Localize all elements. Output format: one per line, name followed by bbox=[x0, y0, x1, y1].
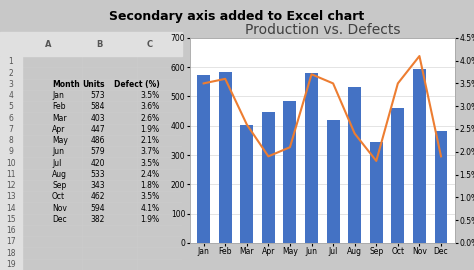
Text: 10: 10 bbox=[6, 158, 16, 168]
Text: Feb: Feb bbox=[52, 102, 65, 111]
Bar bbox=[197, 75, 210, 243]
Text: 3.5%: 3.5% bbox=[140, 192, 160, 201]
Text: 579: 579 bbox=[91, 147, 105, 156]
Text: 3.6%: 3.6% bbox=[140, 102, 160, 111]
Bar bbox=[370, 143, 383, 243]
Text: 9: 9 bbox=[9, 147, 13, 156]
Bar bbox=[240, 125, 253, 243]
Text: 2.4%: 2.4% bbox=[141, 170, 160, 179]
Text: 1: 1 bbox=[9, 57, 13, 66]
Bar bbox=[413, 69, 426, 243]
Text: 7: 7 bbox=[9, 125, 13, 134]
Text: 3: 3 bbox=[9, 80, 13, 89]
Bar bbox=[283, 100, 296, 243]
Defect (%) bbox=[287, 146, 293, 149]
Text: 19: 19 bbox=[6, 260, 16, 269]
Text: A: A bbox=[45, 40, 52, 49]
Text: 8: 8 bbox=[9, 136, 13, 145]
Defect (%) bbox=[417, 55, 422, 58]
Text: 533: 533 bbox=[91, 170, 105, 179]
Text: 13: 13 bbox=[6, 192, 16, 201]
Bar bbox=[262, 112, 275, 243]
Text: B: B bbox=[96, 40, 103, 49]
Text: Jul: Jul bbox=[52, 158, 62, 168]
Text: 462: 462 bbox=[91, 192, 105, 201]
Text: 2: 2 bbox=[9, 69, 13, 77]
Text: 4: 4 bbox=[9, 91, 13, 100]
Text: Mar: Mar bbox=[52, 114, 67, 123]
Text: Secondary axis added to Excel chart: Secondary axis added to Excel chart bbox=[109, 10, 365, 23]
Text: 5: 5 bbox=[9, 102, 13, 111]
Defect (%) bbox=[244, 123, 250, 126]
Text: 3.5%: 3.5% bbox=[140, 91, 160, 100]
Bar bbox=[219, 72, 232, 243]
Bar bbox=[0, 32, 182, 56]
Text: Aug: Aug bbox=[52, 170, 67, 179]
Text: 2.6%: 2.6% bbox=[141, 114, 160, 123]
Text: 14: 14 bbox=[6, 204, 16, 212]
Bar bbox=[348, 87, 361, 243]
Text: Apr: Apr bbox=[52, 125, 65, 134]
Defect (%) bbox=[352, 132, 357, 135]
Defect (%) bbox=[438, 155, 444, 158]
Text: 3.5%: 3.5% bbox=[140, 158, 160, 168]
Text: Nov: Nov bbox=[52, 204, 67, 212]
Text: 594: 594 bbox=[91, 204, 105, 212]
Text: 584: 584 bbox=[91, 102, 105, 111]
Text: 17: 17 bbox=[6, 237, 16, 246]
Text: C: C bbox=[146, 40, 153, 49]
Text: 16: 16 bbox=[6, 226, 16, 235]
Bar bbox=[435, 131, 447, 243]
Defect (%) bbox=[309, 73, 314, 76]
Text: 6: 6 bbox=[9, 114, 13, 123]
Text: Units: Units bbox=[82, 80, 105, 89]
Text: Month: Month bbox=[52, 80, 80, 89]
Text: 420: 420 bbox=[91, 158, 105, 168]
Bar bbox=[392, 107, 404, 243]
Text: 1.9%: 1.9% bbox=[141, 125, 160, 134]
Bar bbox=[305, 73, 318, 243]
Defect (%) bbox=[395, 82, 401, 85]
Defect (%) bbox=[222, 77, 228, 80]
Text: 573: 573 bbox=[91, 91, 105, 100]
Text: Jun: Jun bbox=[52, 147, 64, 156]
Text: 18: 18 bbox=[6, 249, 16, 258]
Defect (%) bbox=[330, 82, 336, 85]
Text: 382: 382 bbox=[91, 215, 105, 224]
Text: 1.8%: 1.8% bbox=[141, 181, 160, 190]
Defect (%) bbox=[374, 159, 379, 163]
Line: Defect (%): Defect (%) bbox=[204, 56, 441, 161]
Text: 12: 12 bbox=[6, 181, 16, 190]
Defect (%) bbox=[265, 155, 271, 158]
Text: 11: 11 bbox=[6, 170, 16, 179]
Text: 486: 486 bbox=[91, 136, 105, 145]
Text: 343: 343 bbox=[91, 181, 105, 190]
Text: 2.1%: 2.1% bbox=[141, 136, 160, 145]
Text: Defect (%): Defect (%) bbox=[114, 80, 160, 89]
Text: 1.9%: 1.9% bbox=[141, 215, 160, 224]
Text: Oct: Oct bbox=[52, 192, 65, 201]
Text: Sep: Sep bbox=[52, 181, 66, 190]
Text: Dec: Dec bbox=[52, 215, 67, 224]
Defect (%) bbox=[201, 82, 207, 85]
Text: 4.1%: 4.1% bbox=[141, 204, 160, 212]
Bar bbox=[327, 120, 339, 243]
Text: Jan: Jan bbox=[52, 91, 64, 100]
Text: 15: 15 bbox=[6, 215, 16, 224]
Text: May: May bbox=[52, 136, 68, 145]
Bar bbox=[0, 56, 22, 270]
Text: 3.7%: 3.7% bbox=[140, 147, 160, 156]
Text: 403: 403 bbox=[91, 114, 105, 123]
Text: 447: 447 bbox=[91, 125, 105, 134]
Title: Production vs. Defects: Production vs. Defects bbox=[245, 23, 400, 37]
